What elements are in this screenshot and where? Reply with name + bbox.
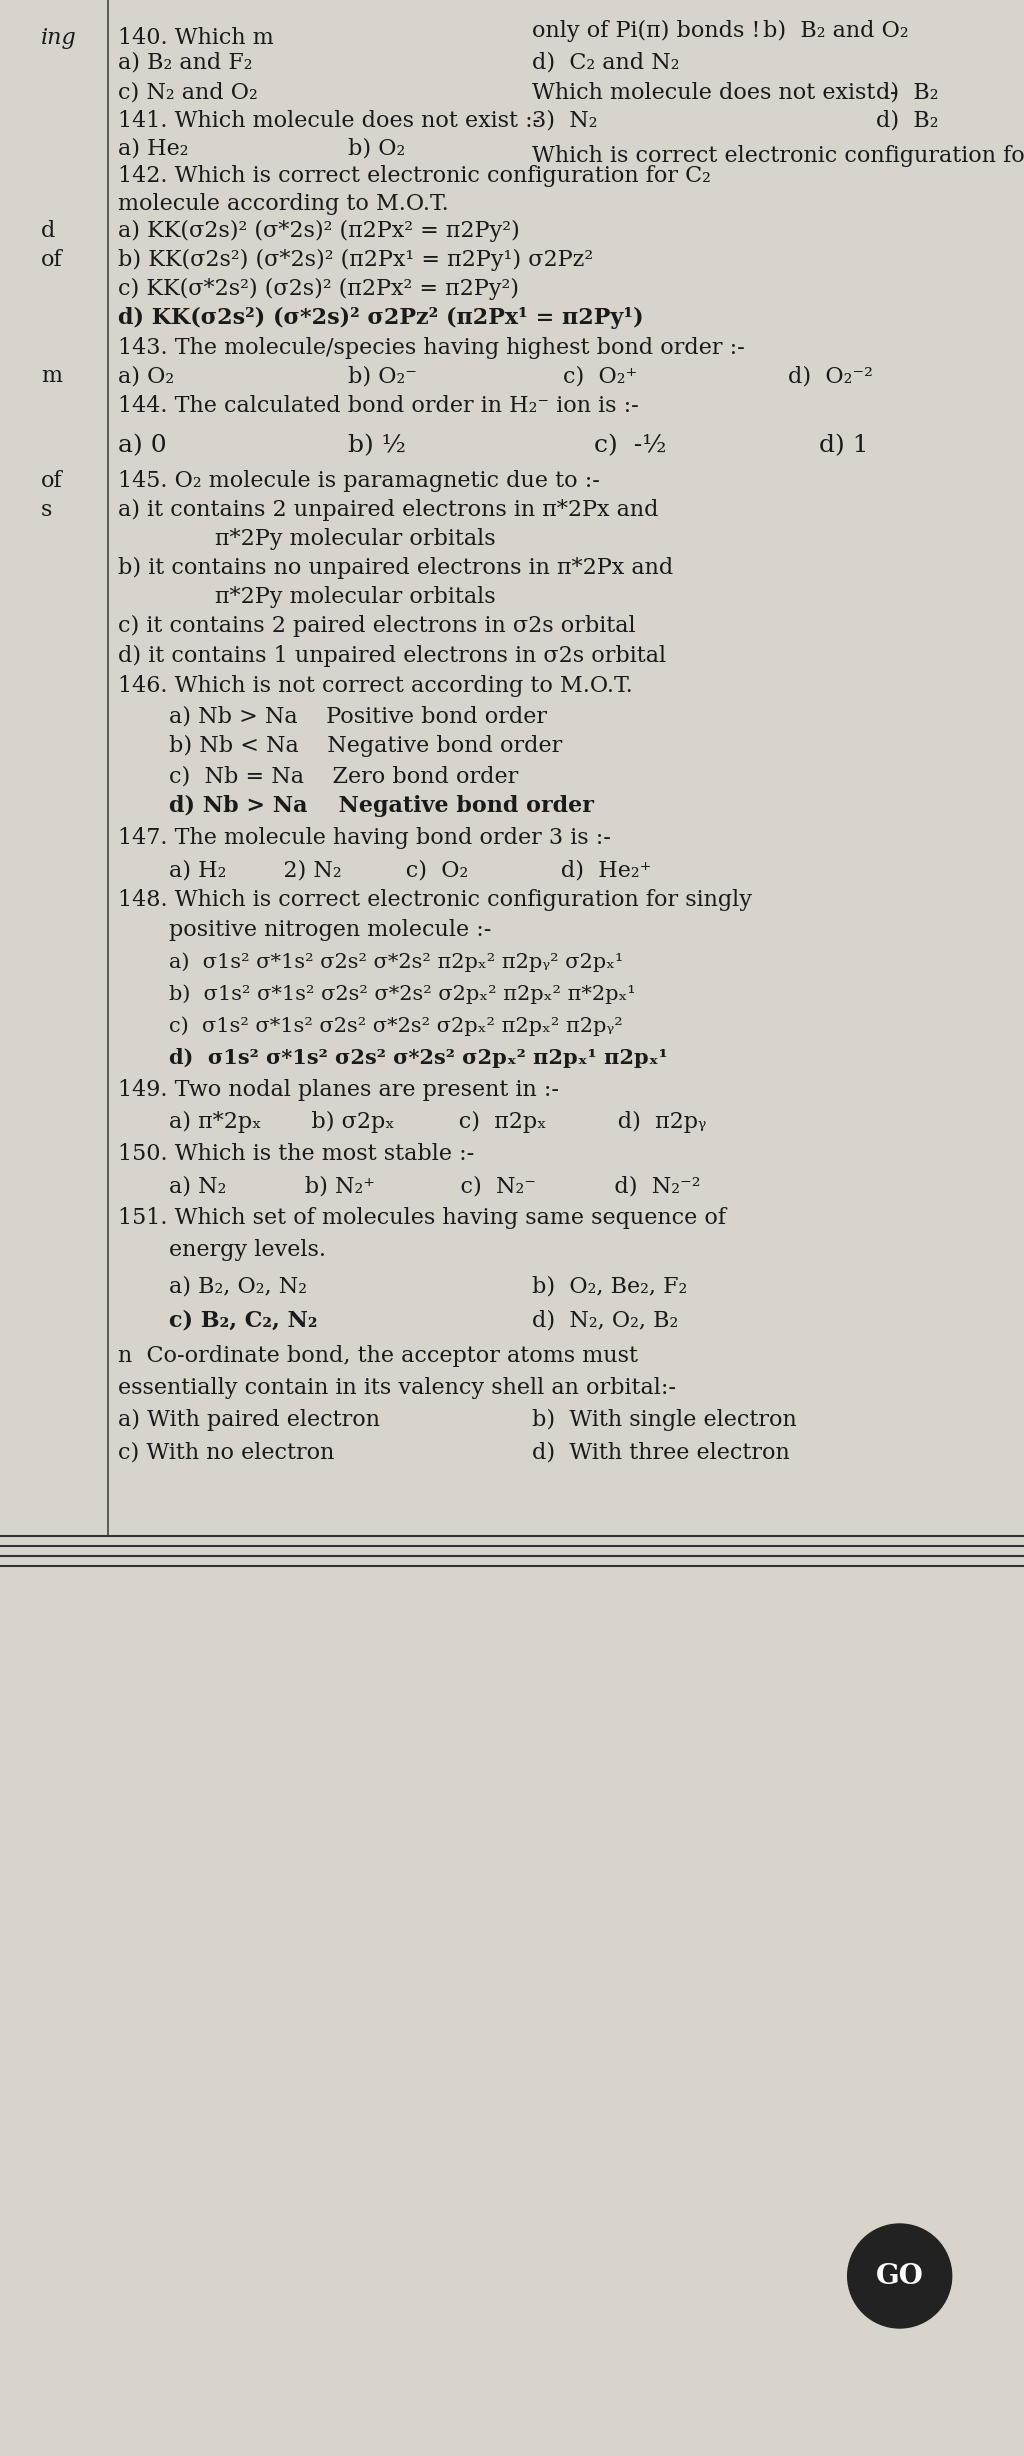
Text: 140. Which m: 140. Which m (118, 27, 273, 49)
Text: d: d (41, 221, 55, 243)
Text: d)  With three electron: d) With three electron (532, 1442, 791, 1464)
Text: essentially contain in its valency shell an orbital:-: essentially contain in its valency shell… (118, 1378, 676, 1400)
Text: a) Nb > Na    Positive bond order: a) Nb > Na Positive bond order (169, 705, 547, 727)
Text: a)  σ1s² σ*1s² σ2s² σ*2s² π2pₓ² π2pᵧ² σ2pₓ¹: a) σ1s² σ*1s² σ2s² σ*2s² π2pₓ² π2pᵧ² σ2p… (169, 953, 624, 973)
Text: 144. The calculated bond order in H₂⁻ ion is :-: 144. The calculated bond order in H₂⁻ io… (118, 395, 639, 418)
Text: 143. The molecule/species having highest bond order :-: 143. The molecule/species having highest… (118, 336, 744, 359)
Text: of: of (41, 469, 62, 491)
Text: 147. The molecule having bond order 3 is :-: 147. The molecule having bond order 3 is… (118, 828, 610, 850)
Text: d) it contains 1 unpaired electrons in σ2s orbital: d) it contains 1 unpaired electrons in σ… (118, 646, 666, 668)
Text: d) 1: d) 1 (819, 435, 868, 457)
Circle shape (848, 2225, 951, 2328)
Text: d)  N₂, O₂, B₂: d) N₂, O₂, B₂ (532, 1309, 679, 1331)
Text: m: m (41, 366, 62, 388)
Text: 142. Which is correct electronic configuration for C₂: 142. Which is correct electronic configu… (118, 165, 711, 187)
Text: c) With no electron: c) With no electron (118, 1442, 334, 1464)
Text: d) Nb > Na    Negative bond order: d) Nb > Na Negative bond order (169, 796, 594, 818)
Text: b)  O₂, Be₂, F₂: b) O₂, Be₂, F₂ (532, 1275, 688, 1297)
Text: c)  O₂⁺: c) O₂⁺ (563, 366, 638, 388)
Text: b) it contains no unpaired electrons in π*2Px and: b) it contains no unpaired electrons in … (118, 558, 673, 580)
Text: π*2Py molecular orbitals: π*2Py molecular orbitals (215, 528, 496, 550)
Text: only of Pi(π) bonds !: only of Pi(π) bonds ! (532, 20, 761, 42)
Text: 149. Two nodal planes are present in :-: 149. Two nodal planes are present in :- (118, 1078, 559, 1100)
Text: energy levels.: energy levels. (169, 1238, 326, 1260)
Text: c) it contains 2 paired electrons in σ2s orbital: c) it contains 2 paired electrons in σ2s… (118, 614, 635, 636)
Text: d)  O₂⁻²: d) O₂⁻² (788, 366, 873, 388)
Text: 3)  N₂: 3) N₂ (532, 111, 598, 133)
Text: a) He₂: a) He₂ (118, 138, 188, 160)
Text: of: of (41, 248, 62, 270)
Text: d)  B₂: d) B₂ (876, 81, 938, 103)
Text: Which molecule does not exist :-: Which molecule does not exist :- (532, 81, 898, 103)
Text: d) KK(σ2s²) (σ*2s)² σ2Pz² (π2Px¹ = π2Py¹): d) KK(σ2s²) (σ*2s)² σ2Pz² (π2Px¹ = π2Py¹… (118, 307, 643, 329)
Text: 146. Which is not correct according to M.O.T.: 146. Which is not correct according to M… (118, 675, 633, 698)
Text: π*2Py molecular orbitals: π*2Py molecular orbitals (215, 587, 496, 609)
Text: b) Nb < Na    Negative bond order: b) Nb < Na Negative bond order (169, 734, 562, 756)
Text: b)  B₂ and O₂: b) B₂ and O₂ (763, 20, 908, 42)
Text: d)  C₂ and N₂: d) C₂ and N₂ (532, 52, 680, 74)
Text: 145. O₂ molecule is paramagnetic due to :-: 145. O₂ molecule is paramagnetic due to … (118, 469, 600, 491)
Text: a) H₂        2) N₂         c)  O₂             d)  He₂⁺: a) H₂ 2) N₂ c) O₂ d) He₂⁺ (169, 860, 651, 882)
Text: a) it contains 2 unpaired electrons in π*2Px and: a) it contains 2 unpaired electrons in π… (118, 499, 658, 521)
Text: b)  σ1s² σ*1s² σ2s² σ*2s² σ2pₓ² π2pₓ² π*2pₓ¹: b) σ1s² σ*1s² σ2s² σ*2s² σ2pₓ² π2pₓ² π*2… (169, 985, 636, 1005)
Text: a) B₂ and F₂: a) B₂ and F₂ (118, 52, 252, 74)
Text: n  Co-ordinate bond, the acceptor atoms must: n Co-ordinate bond, the acceptor atoms m… (118, 1346, 638, 1368)
Text: c)  Nb = Na    Zero bond order: c) Nb = Na Zero bond order (169, 764, 518, 786)
Text: molecule according to M.O.T.: molecule according to M.O.T. (118, 194, 449, 216)
Text: Which is correct electronic configuration for C₂: Which is correct electronic configuratio… (532, 145, 1024, 167)
Text: a) B₂, O₂, N₂: a) B₂, O₂, N₂ (169, 1275, 307, 1297)
Text: a) With paired electron: a) With paired electron (118, 1410, 380, 1432)
Text: 148. Which is correct electronic configuration for singly: 148. Which is correct electronic configu… (118, 889, 752, 911)
Text: b) KK(σ2s²) (σ*2s)² (π2Px¹ = π2Py¹) σ2Pz²: b) KK(σ2s²) (σ*2s)² (π2Px¹ = π2Py¹) σ2Pz… (118, 248, 593, 270)
Text: ing: ing (41, 27, 77, 49)
Text: d)  σ1s² σ*1s² σ2s² σ*2s² σ2pₓ² π2pₓ¹ π2pₓ¹: d) σ1s² σ*1s² σ2s² σ*2s² σ2pₓ² π2pₓ¹ π2p… (169, 1049, 668, 1068)
Text: c) N₂ and O₂: c) N₂ and O₂ (118, 81, 257, 103)
Text: GO: GO (876, 2262, 924, 2289)
Text: b)  With single electron: b) With single electron (532, 1410, 798, 1432)
Text: a) π*2pₓ       b) σ2pₓ         c)  π2pₓ          d)  π2pᵧ: a) π*2pₓ b) σ2pₓ c) π2pₓ d) π2pᵧ (169, 1110, 707, 1132)
Text: d)  B₂: d) B₂ (876, 111, 938, 133)
Text: c)  σ1s² σ*1s² σ2s² σ*2s² σ2pₓ² π2pₓ² π2pᵧ²: c) σ1s² σ*1s² σ2s² σ*2s² σ2pₓ² π2pₓ² π2p… (169, 1017, 623, 1036)
Text: b) O₂: b) O₂ (348, 138, 406, 160)
Text: c)  -½: c) -½ (594, 435, 667, 457)
Text: c) B₂, C₂, N₂: c) B₂, C₂, N₂ (169, 1309, 317, 1331)
Text: s: s (41, 499, 52, 521)
Text: b) O₂⁻: b) O₂⁻ (348, 366, 417, 388)
Text: a) 0: a) 0 (118, 435, 166, 457)
Text: 150. Which is the most stable :-: 150. Which is the most stable :- (118, 1142, 474, 1164)
Text: a) N₂           b) N₂⁺            c)  N₂⁻           d)  N₂⁻²: a) N₂ b) N₂⁺ c) N₂⁻ d) N₂⁻² (169, 1174, 700, 1196)
Text: b) ½: b) ½ (348, 435, 407, 457)
Text: 141. Which molecule does not exist :-: 141. Which molecule does not exist :- (118, 111, 540, 133)
Text: positive nitrogen molecule :-: positive nitrogen molecule :- (169, 919, 492, 941)
Text: 151. Which set of molecules having same sequence of: 151. Which set of molecules having same … (118, 1206, 726, 1228)
Text: a) KK(σ2s)² (σ*2s)² (π2Px² = π2Py²): a) KK(σ2s)² (σ*2s)² (π2Px² = π2Py²) (118, 221, 519, 243)
Text: c) KK(σ*2s²) (σ2s)² (π2Px² = π2Py²): c) KK(σ*2s²) (σ2s)² (π2Px² = π2Py²) (118, 278, 519, 300)
Text: a) O₂: a) O₂ (118, 366, 174, 388)
